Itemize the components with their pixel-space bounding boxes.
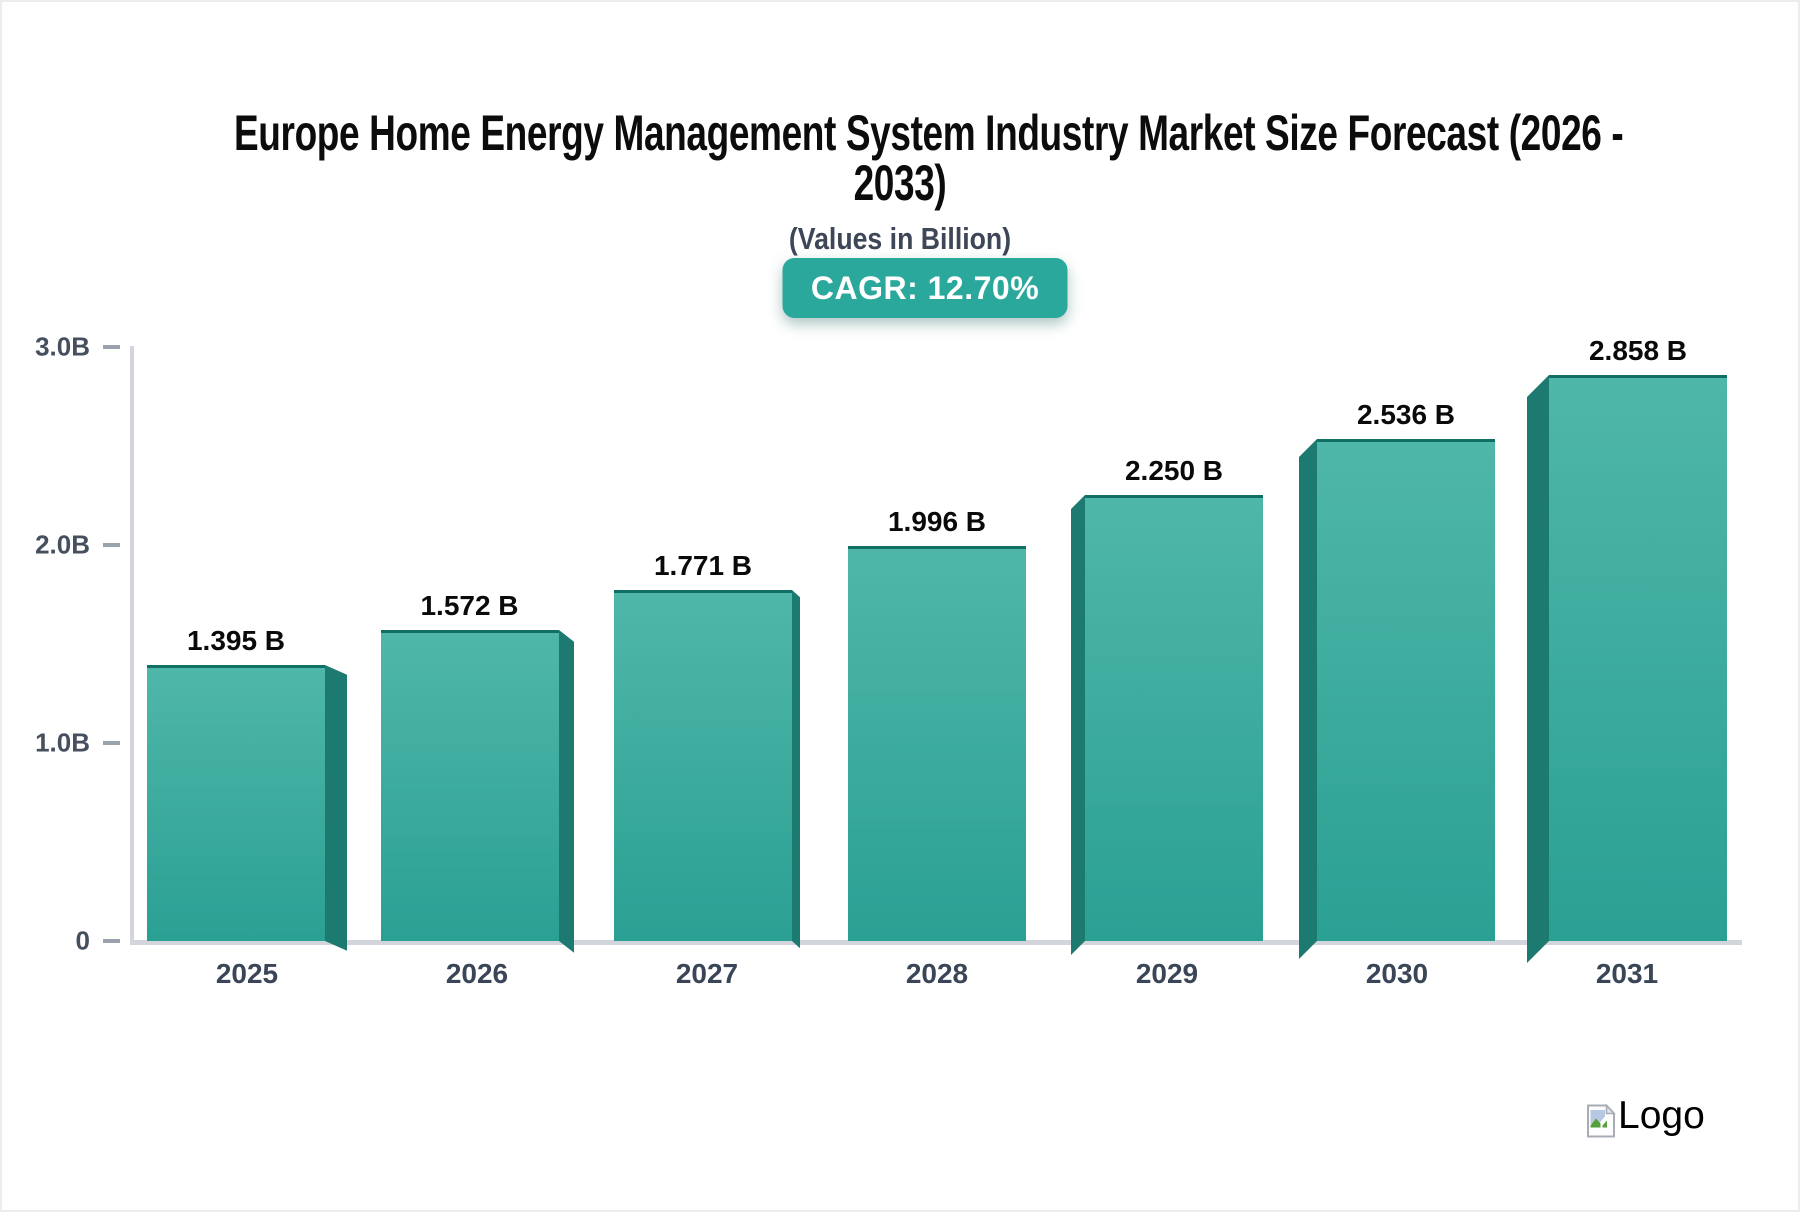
y-axis-tick-label: 1.0B [35, 727, 90, 758]
y-axis-tick-label: 3.0B [35, 331, 90, 362]
y-axis-tick-label: 0 [75, 925, 90, 956]
cagr-badge: CAGR: 12.70% [782, 258, 1068, 318]
bar-2031 [1549, 375, 1727, 941]
bar-2025 [147, 665, 325, 941]
bar-value-label: 2.536 B [1356, 399, 1456, 430]
bar-3d-side-2031 [1527, 375, 1549, 963]
x-axis-tick-label: 2026 [445, 958, 509, 989]
x-axis-tick-label: 2028 [905, 958, 969, 989]
bar-value-label: 1.996 B [887, 506, 987, 537]
chart-title-line1: Europe Home Energy Management System Ind… [234, 105, 1624, 161]
chart-subtitle: (Values in Billion) [788, 221, 1012, 256]
bar-value-label: 1.395 B [186, 625, 286, 656]
bar-2030 [1317, 439, 1495, 941]
x-axis-tick-label: 2030 [1365, 958, 1429, 989]
bar-3d-side-2025 [325, 665, 347, 951]
logo-alt-text: Logo [1618, 1094, 1705, 1137]
bar-value-label: 1.771 B [653, 550, 753, 581]
bar-value-label: 1.572 B [420, 590, 519, 621]
bar-value-label: 2.858 B [1588, 335, 1688, 366]
bar-3d-side-2026 [558, 630, 574, 953]
bar-3d-side-2029 [1071, 495, 1085, 955]
bar-2029 [1085, 495, 1263, 941]
bar-2026 [380, 630, 559, 941]
x-axis-tick-label: 2031 [1595, 958, 1659, 989]
broken-image-icon [1587, 1104, 1616, 1138]
bar-2027 [614, 590, 792, 941]
bar-3d-side-2030 [1299, 439, 1317, 959]
chart-title-line2: 2033) [853, 155, 947, 211]
y-axis-line [130, 346, 134, 945]
x-axis-tick-label: 2027 [675, 958, 739, 989]
bar-3d-side-2027 [792, 590, 800, 949]
y-axis-tick-label: 2.0B [35, 529, 90, 560]
y-axis-tick-mark [103, 543, 120, 547]
y-axis-tick-mark [103, 345, 120, 349]
logo: Logo [1586, 1094, 1705, 1138]
x-axis-line [130, 940, 1742, 945]
bar-value-label: 2.250 B [1124, 455, 1224, 486]
x-axis-tick-label: 2029 [1135, 958, 1199, 989]
y-axis-tick-mark [103, 939, 120, 943]
y-axis-tick-mark [103, 741, 120, 745]
x-axis-tick-label: 2025 [215, 958, 279, 989]
bar-2028 [848, 546, 1026, 941]
